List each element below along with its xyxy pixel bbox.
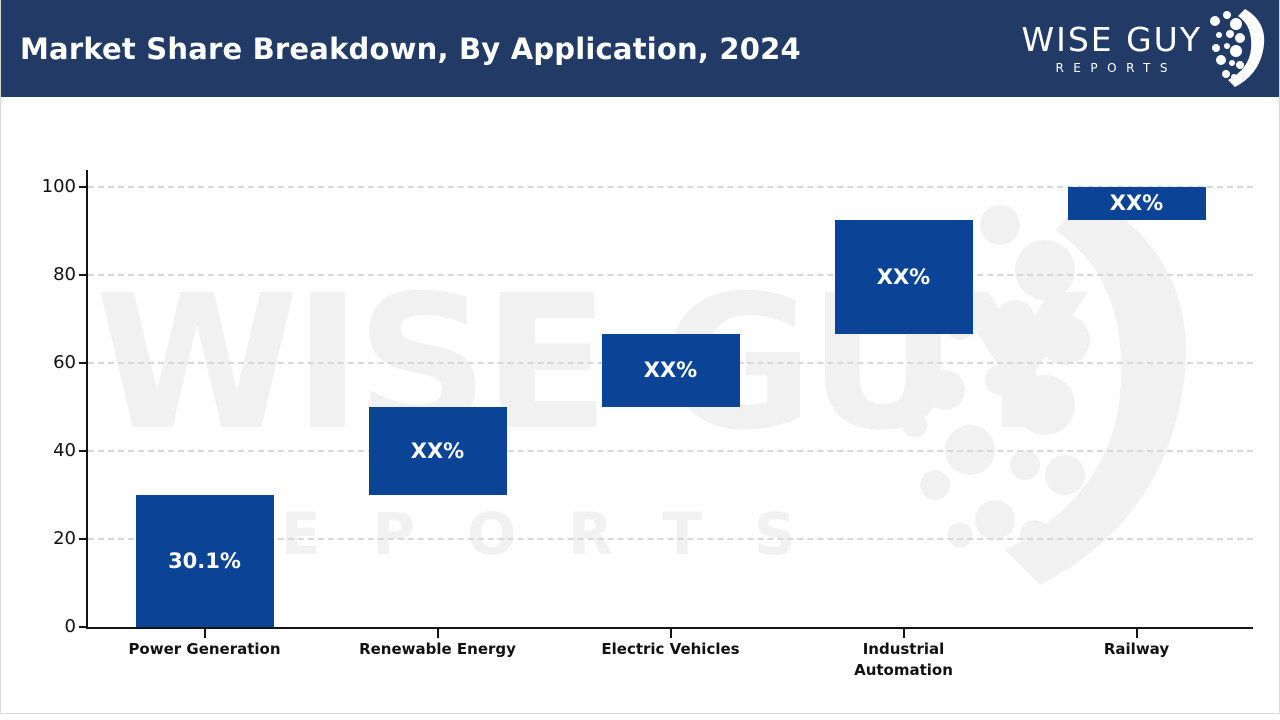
x-axis-label: Power Generation — [128, 640, 281, 658]
wiseguy-logo: WISE GUY REPORTS — [1021, 7, 1270, 91]
y-tick — [79, 450, 88, 452]
gridline — [88, 538, 1253, 540]
bar: 30.1% — [135, 494, 274, 627]
y-axis-line — [86, 170, 88, 629]
x-tick — [1135, 629, 1138, 638]
y-tick-label: 80 — [53, 264, 76, 285]
bar: XX% — [834, 219, 973, 334]
y-tick-label: 0 — [64, 616, 76, 637]
bar-value-label: 30.1% — [168, 548, 241, 573]
y-tick — [79, 538, 88, 540]
watermark-subtitle: REPORTS — [184, 500, 848, 568]
chart-title: Market Share Breakdown, By Application, … — [20, 31, 801, 66]
x-tick — [669, 629, 672, 638]
bar-value-label: XX% — [410, 438, 465, 463]
y-tick-label: 100 — [41, 176, 76, 197]
bar-value-label: XX% — [643, 358, 698, 383]
header-bar: Market Share Breakdown, By Application, … — [0, 0, 1280, 97]
x-tick — [203, 629, 206, 638]
bar: XX% — [1067, 187, 1206, 220]
logo-subtitle: REPORTS — [1055, 60, 1177, 75]
gridline — [88, 186, 1253, 188]
x-tick — [436, 629, 439, 638]
x-axis-label: Electric Vehicles — [601, 640, 740, 658]
x-axis-label: Industrial Automation — [854, 640, 953, 679]
x-tick — [902, 629, 905, 638]
x-axis-line — [86, 627, 1253, 629]
y-tick — [79, 186, 88, 188]
y-tick — [79, 274, 88, 276]
x-axis-label: Railway — [1103, 640, 1170, 658]
y-tick — [79, 626, 88, 628]
bar-value-label: XX% — [1109, 191, 1164, 216]
y-tick-label: 20 — [53, 528, 76, 549]
y-tick-label: 40 — [53, 440, 76, 461]
bar: XX% — [601, 333, 740, 407]
bar: XX% — [368, 407, 507, 495]
x-axis-label: Renewable Energy — [359, 640, 516, 658]
logo-face-icon — [1210, 8, 1265, 87]
gridline — [88, 274, 1253, 276]
logo-text: WISE GUY REPORTS — [1021, 23, 1202, 75]
y-tick — [79, 362, 88, 364]
gridline — [88, 450, 1253, 452]
bar-value-label: XX% — [876, 264, 931, 289]
logo-wordmark: WISE GUY — [1021, 19, 1202, 59]
y-tick-label: 60 — [53, 352, 76, 373]
